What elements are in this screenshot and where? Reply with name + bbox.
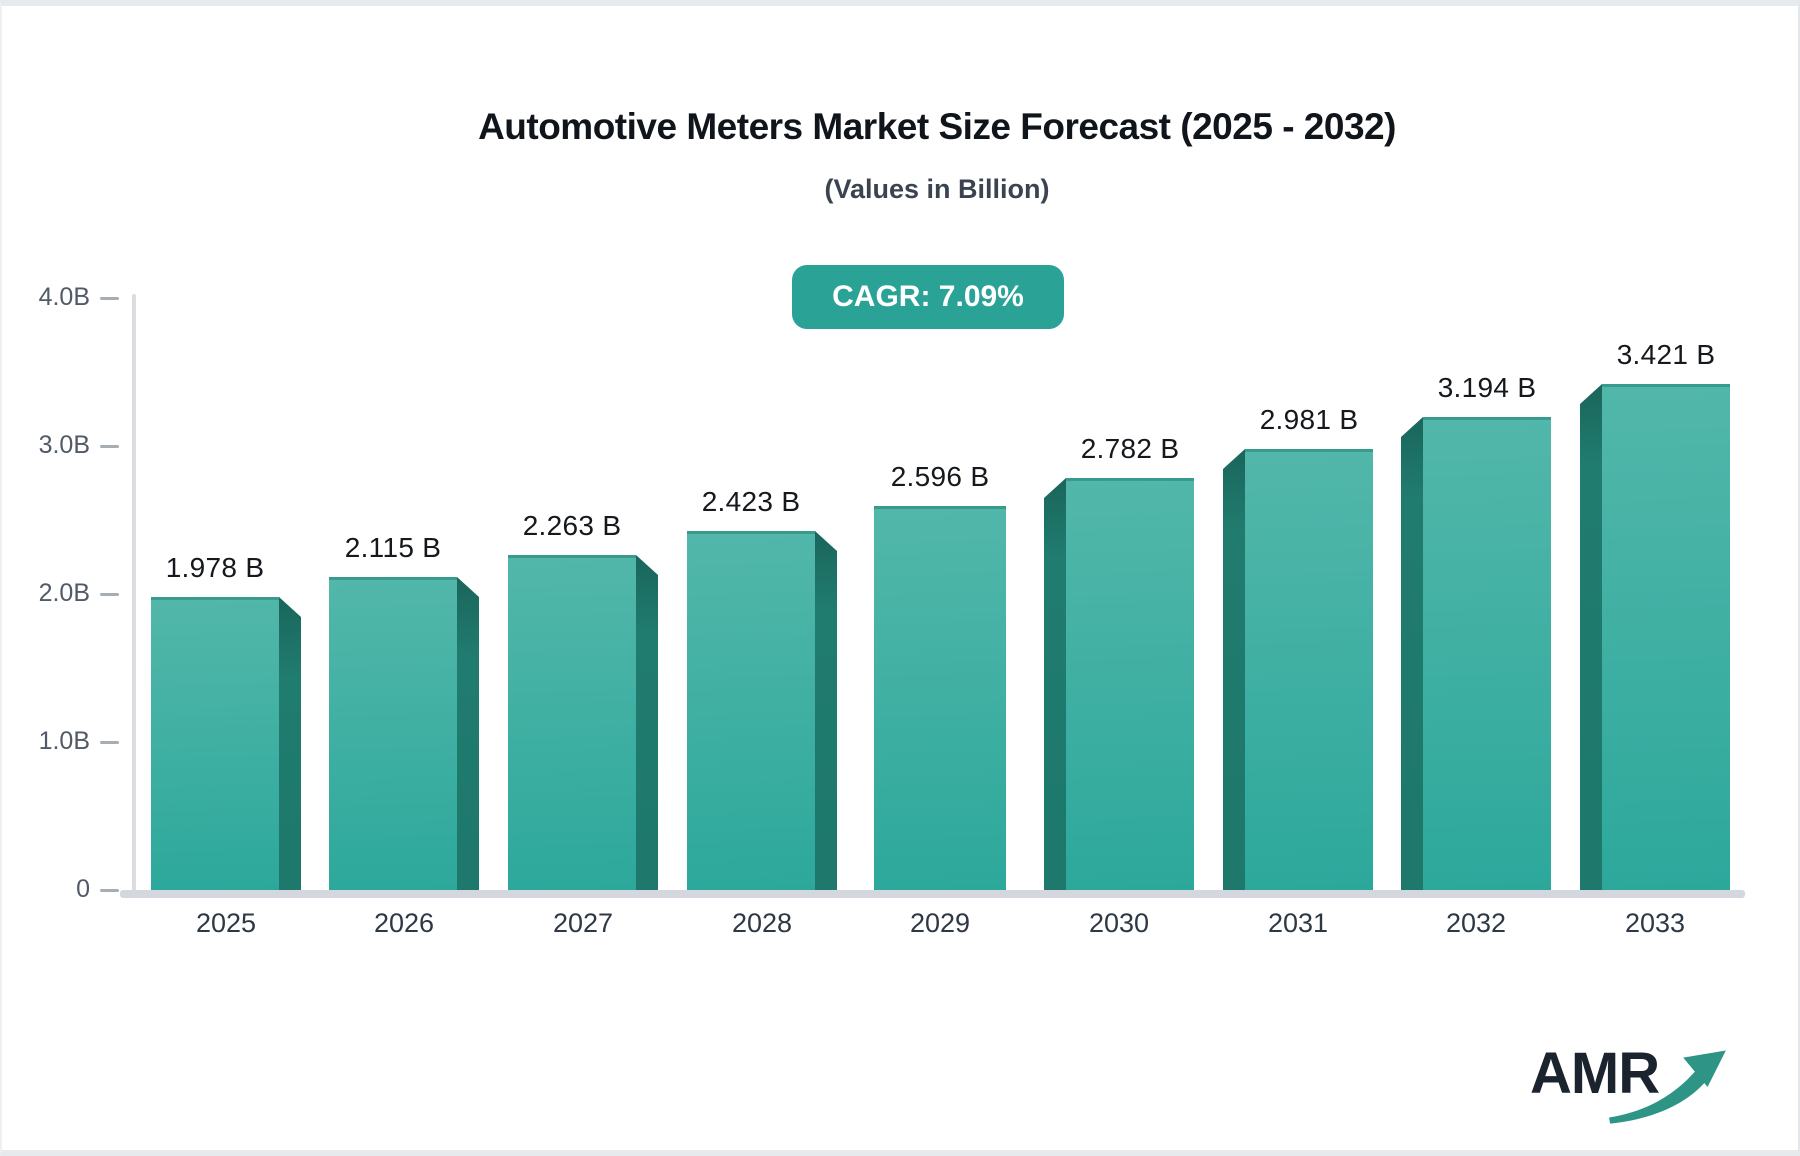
chart-title: Automotive Meters Market Size Forecast (… <box>478 106 1396 147</box>
y-tick-dash <box>100 297 119 300</box>
y-tick-label: 4.0B <box>38 283 90 311</box>
bar-2027: 2.263 B <box>508 510 658 890</box>
logo-growth-arrow-icon <box>1609 1050 1726 1124</box>
cagr-badge: CAGR: 7.09% <box>792 265 1064 329</box>
x-baseline <box>120 890 1745 898</box>
bar-front-face <box>151 597 279 890</box>
bar-front-face <box>1602 384 1730 890</box>
y-tick-label: 1.0B <box>38 727 90 755</box>
bar-side-face <box>1044 478 1066 890</box>
bar-value-label: 2.423 B <box>701 486 801 517</box>
bar-front-face <box>1245 449 1373 890</box>
bar-value-label: 2.596 B <box>890 461 990 492</box>
x-axis-label: 2031 <box>1267 908 1329 938</box>
y-axis-line <box>132 294 136 894</box>
x-axis-label: 2027 <box>552 908 614 938</box>
bar-2031: 2.981 B <box>1223 404 1373 890</box>
y-tick-dash <box>100 741 119 744</box>
chart-subtitle: (Values in Billion) <box>824 174 1050 204</box>
bar-side-face <box>457 577 479 890</box>
x-axis-label: 2030 <box>1088 908 1150 938</box>
y-tick-dash <box>100 889 119 892</box>
x-axis-label: 2028 <box>731 908 793 938</box>
x-axis-label: 2025 <box>195 908 257 938</box>
bar-side-face <box>279 597 301 890</box>
bar-2030: 2.782 B <box>1044 433 1194 890</box>
bar-side-face <box>636 555 658 890</box>
bar-front-face <box>687 531 815 890</box>
bar-value-label: 2.782 B <box>1080 433 1180 464</box>
bar-side-face <box>1223 449 1245 890</box>
y-tick-dash <box>100 445 119 448</box>
x-axis-label: 2026 <box>373 908 435 938</box>
bar-front-face <box>874 506 1006 890</box>
bar-value-label: 2.981 B <box>1259 404 1359 435</box>
bar-2028: 2.423 B <box>687 486 837 890</box>
y-tick-label: 3.0B <box>38 431 90 459</box>
bar-2025: 1.978 B <box>151 552 301 890</box>
bar-front-face <box>329 577 457 890</box>
bar-front-face <box>1423 417 1551 890</box>
x-axis-label: 2029 <box>909 908 971 938</box>
bar-value-label: 3.194 B <box>1437 372 1537 403</box>
bar-front-face <box>1066 478 1194 890</box>
bar-value-label: 2.263 B <box>522 510 622 541</box>
bar-value-label: 1.978 B <box>165 552 265 583</box>
bar-value-label: 3.421 B <box>1616 339 1716 370</box>
bar-front-face <box>508 555 636 890</box>
y-tick-label: 2.0B <box>38 579 90 607</box>
x-axis-label: 2033 <box>1624 908 1686 938</box>
x-axis-label: 2032 <box>1445 908 1507 938</box>
bar-side-face <box>815 531 837 890</box>
bar-2032: 3.194 B <box>1401 372 1551 890</box>
bar-value-label: 2.115 B <box>344 532 442 563</box>
bar-side-face <box>1580 384 1602 890</box>
y-tick-dash <box>100 593 119 596</box>
y-tick-label: 0 <box>76 875 90 903</box>
amr-logo-text: AMR <box>1530 1041 1660 1106</box>
bar-side-face <box>1401 417 1423 890</box>
bar-2026: 2.115 B <box>329 532 479 890</box>
bar-2033: 3.421 B <box>1580 339 1730 890</box>
amr-logo: AMR <box>1530 1036 1760 1126</box>
bar-2029: 2.596 B <box>874 461 1006 890</box>
